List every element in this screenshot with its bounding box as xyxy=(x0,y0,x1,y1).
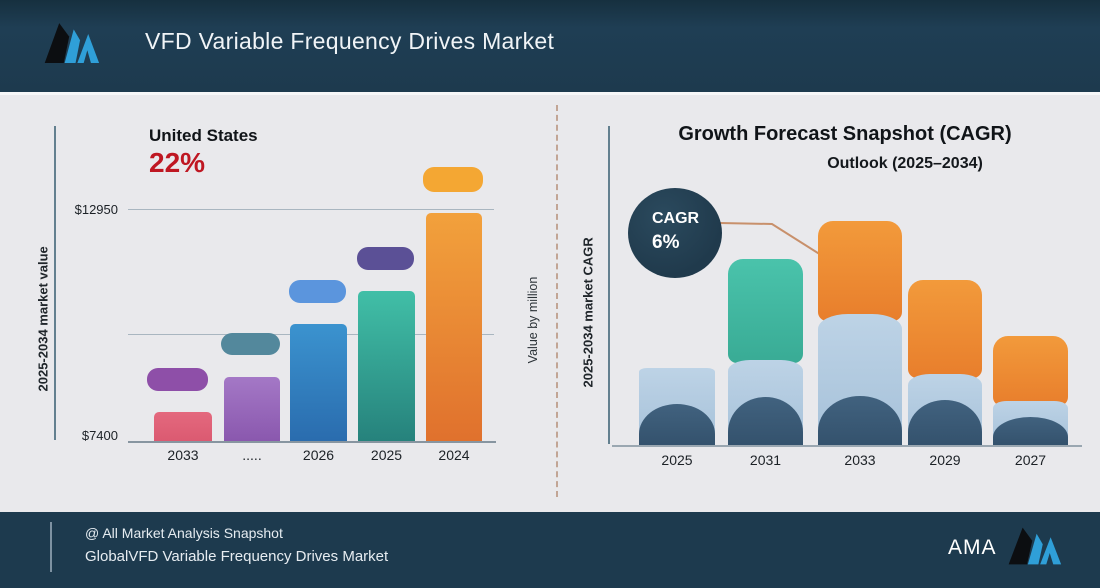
xlabel-2025: 2025 xyxy=(661,452,693,468)
left-x-axis-line xyxy=(128,441,496,443)
xlabel-2031: 2031 xyxy=(749,452,782,468)
xlabel-2029: 2029 xyxy=(929,452,961,468)
left-chart-highlight-value: 22% xyxy=(149,147,206,178)
xlabel-2027: 2027 xyxy=(1014,452,1047,468)
xlabel-.....: ..... xyxy=(242,447,262,463)
right-chart-title: Growth Forecast Snapshot (CAGR) xyxy=(678,123,1012,145)
cagr-badge-value: 6% xyxy=(652,232,680,253)
right-bar-base-2033 xyxy=(818,396,902,445)
xlabel-2033: 2033 xyxy=(167,447,199,463)
header-bar: VFD Variable Frequency Drives Market xyxy=(0,0,1100,92)
right-bar-base-2031 xyxy=(728,397,803,445)
page-title: VFD Variable Frequency Drives Market xyxy=(145,28,555,54)
xlabel-2024: 2024 xyxy=(438,447,470,463)
left-bar-cap-2024 xyxy=(423,167,483,192)
right-bar-top-2029 xyxy=(908,280,982,378)
footer-brand-text: AMA xyxy=(948,536,997,559)
ytick-12950: $12950 xyxy=(74,202,118,217)
left-bar-cap-2026 xyxy=(289,280,346,303)
xlabel-2025: 2025 xyxy=(370,447,403,463)
right-chart-subtitle: Outlook (2025–2034) xyxy=(827,155,983,172)
left-bar-..... xyxy=(224,377,280,441)
left-bar-cap-..... xyxy=(221,333,280,355)
left-bar-2033 xyxy=(154,412,212,441)
footer-divider-line xyxy=(50,522,52,572)
left-chart-title: United States xyxy=(149,126,258,145)
left-bar-2025 xyxy=(358,291,415,441)
cagr-badge: CAGR 6% xyxy=(628,188,722,278)
right-bar-top-2031 xyxy=(728,259,803,363)
ama-logo-footer-icon xyxy=(1008,527,1062,565)
left-y-axis-line xyxy=(54,126,56,440)
gridline-12950 xyxy=(128,209,494,210)
xlabel-2026: 2026 xyxy=(302,447,335,463)
right-bar-top-2033 xyxy=(818,221,902,321)
xlabel-2033: 2033 xyxy=(844,452,876,468)
cagr-badge-label: CAGR xyxy=(652,210,700,227)
right-bar-base-2029 xyxy=(908,400,982,445)
footer-bar xyxy=(0,512,1100,588)
right-x-axis-line xyxy=(612,445,1082,447)
left-bar-cap-2025 xyxy=(357,247,414,270)
footer-line1: @ All Market Analysis Snapshot xyxy=(85,525,283,541)
footer-line2: GlobalVFD Variable Frequency Drives Mark… xyxy=(85,548,389,565)
right-y-axis-line xyxy=(608,126,610,444)
content-area: 2025-2034 market value United States 22%… xyxy=(0,92,1100,515)
ytick-7400: $7400 xyxy=(81,428,118,443)
left-bar-2024 xyxy=(426,213,482,441)
left-bar-2026 xyxy=(290,324,347,441)
right-bar-top-2027 xyxy=(993,336,1068,406)
right-bar-base-2027 xyxy=(993,417,1068,445)
right-bar-base-2025 xyxy=(639,404,715,445)
ama-logo-icon xyxy=(44,23,100,63)
left-bar-cap-2033 xyxy=(147,368,208,391)
panel-divider xyxy=(556,105,558,497)
connector-line xyxy=(719,222,822,256)
